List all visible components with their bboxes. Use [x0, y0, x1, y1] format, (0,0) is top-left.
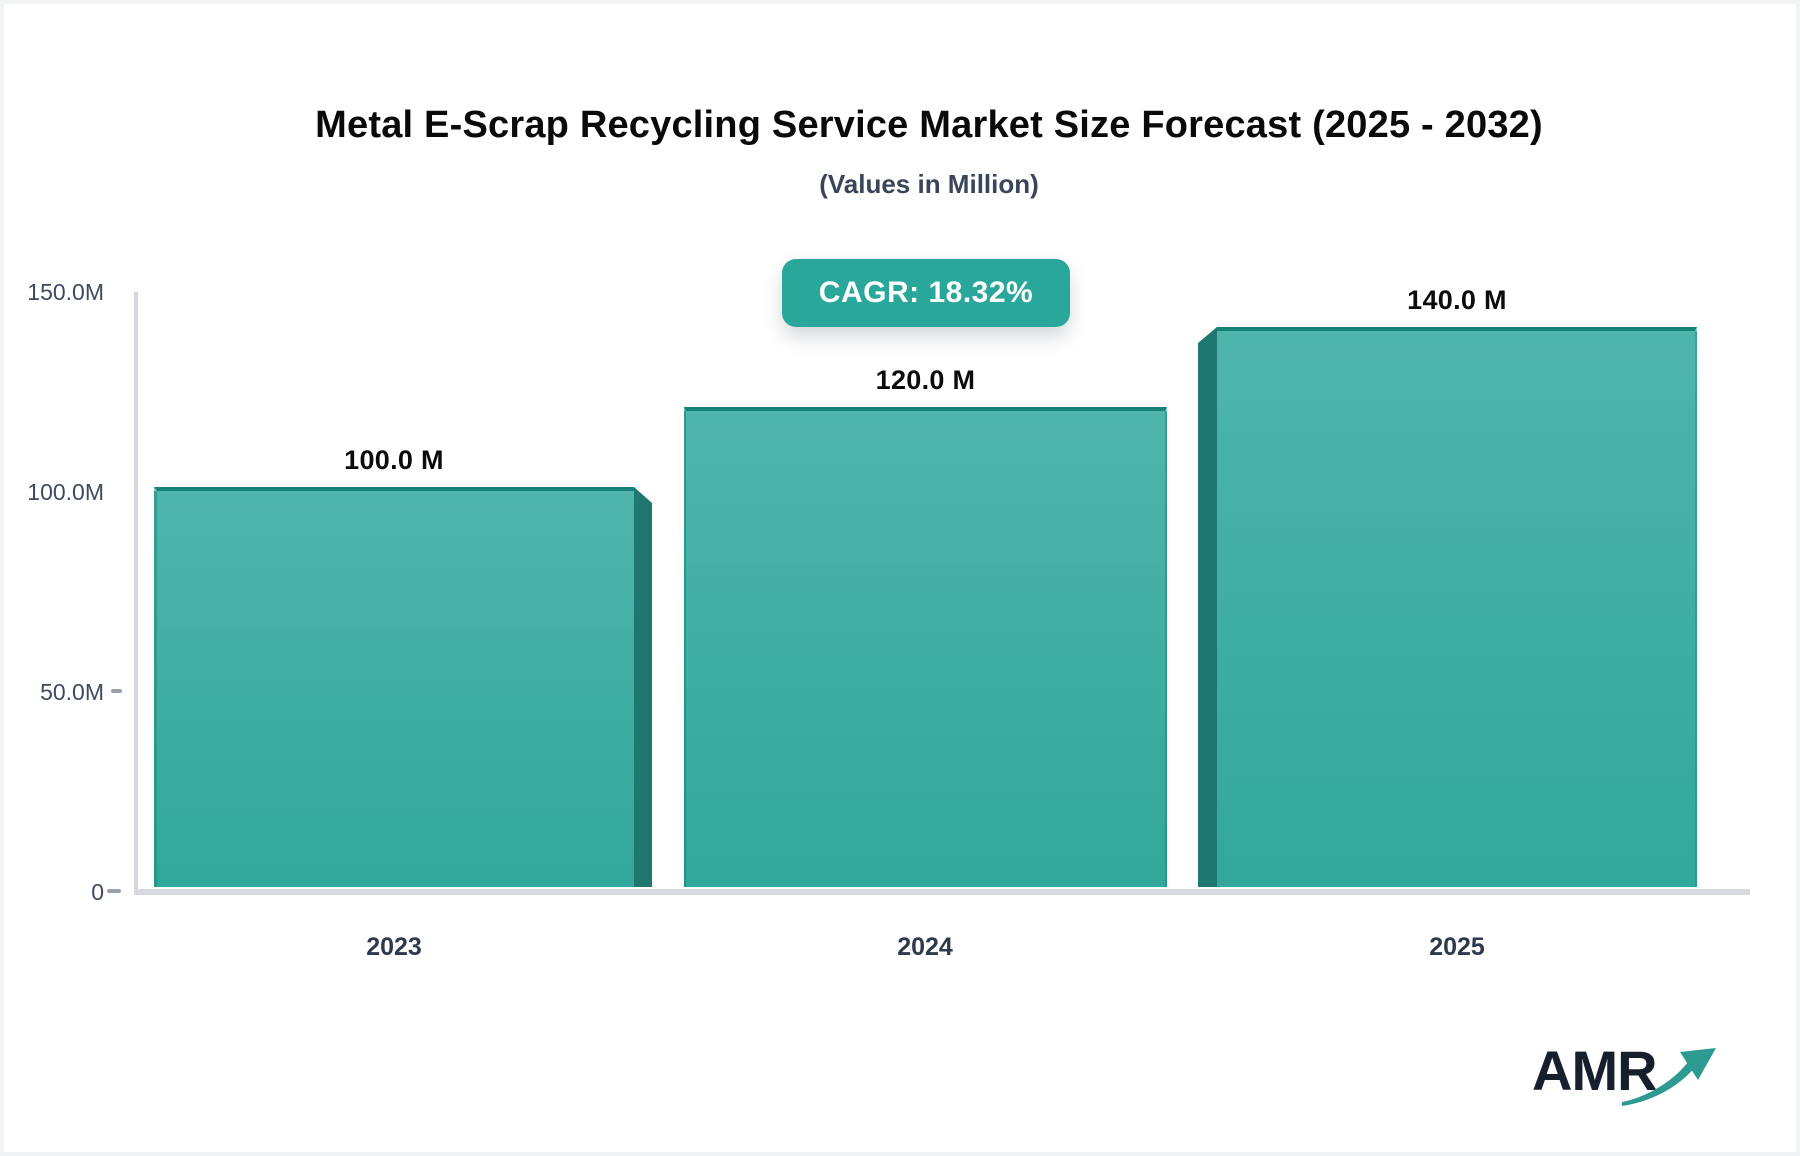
cagr-badge: CAGR: 18.32% [782, 259, 1070, 327]
growth-arrow-icon [1622, 1048, 1716, 1106]
chart-subtitle: (Values in Million) [819, 169, 1039, 199]
chart-title: Metal E-Scrap Recycling Service Market S… [315, 104, 1543, 146]
bar-2023-3d-side [634, 487, 652, 887]
bar-2025: 140.0 M [1198, 285, 1697, 887]
amr-logo: AMR [1532, 1040, 1722, 1116]
y-axis-line [134, 292, 138, 893]
y-axis-tick-50m: 50.0M [40, 679, 104, 705]
bar-2025-value-label: 140.0 M [1407, 285, 1507, 315]
bar-2023: 100.0 M [154, 445, 652, 887]
y-axis-tickmark-50m [111, 689, 122, 693]
amr-logo-text: AMR [1532, 1039, 1658, 1102]
bar-2023-face [154, 487, 634, 887]
chart-header: Metal E-Scrap Recycling Service Market S… [124, 104, 1734, 200]
x-axis-line [134, 889, 1750, 895]
bar-2024-face [684, 407, 1167, 887]
bar-2025-face [1217, 327, 1697, 887]
x-axis-label-2023: 2023 [366, 933, 422, 961]
x-axis-label-2024: 2024 [897, 933, 953, 961]
bar-2024: 120.0 M [684, 365, 1167, 887]
bar-2025-3d-side [1198, 327, 1217, 887]
bar-2024-value-label: 120.0 M [875, 365, 976, 395]
bar-2023-value-label: 100.0 M [344, 445, 444, 475]
y-axis-tickmark-0 [107, 889, 121, 893]
y-axis-tick-100m: 100.0M [27, 479, 104, 505]
x-axis-label-2025: 2025 [1429, 933, 1485, 961]
y-axis-tick-0: 0 [91, 879, 104, 905]
y-axis-tick-150m: 150.0M [27, 279, 104, 305]
